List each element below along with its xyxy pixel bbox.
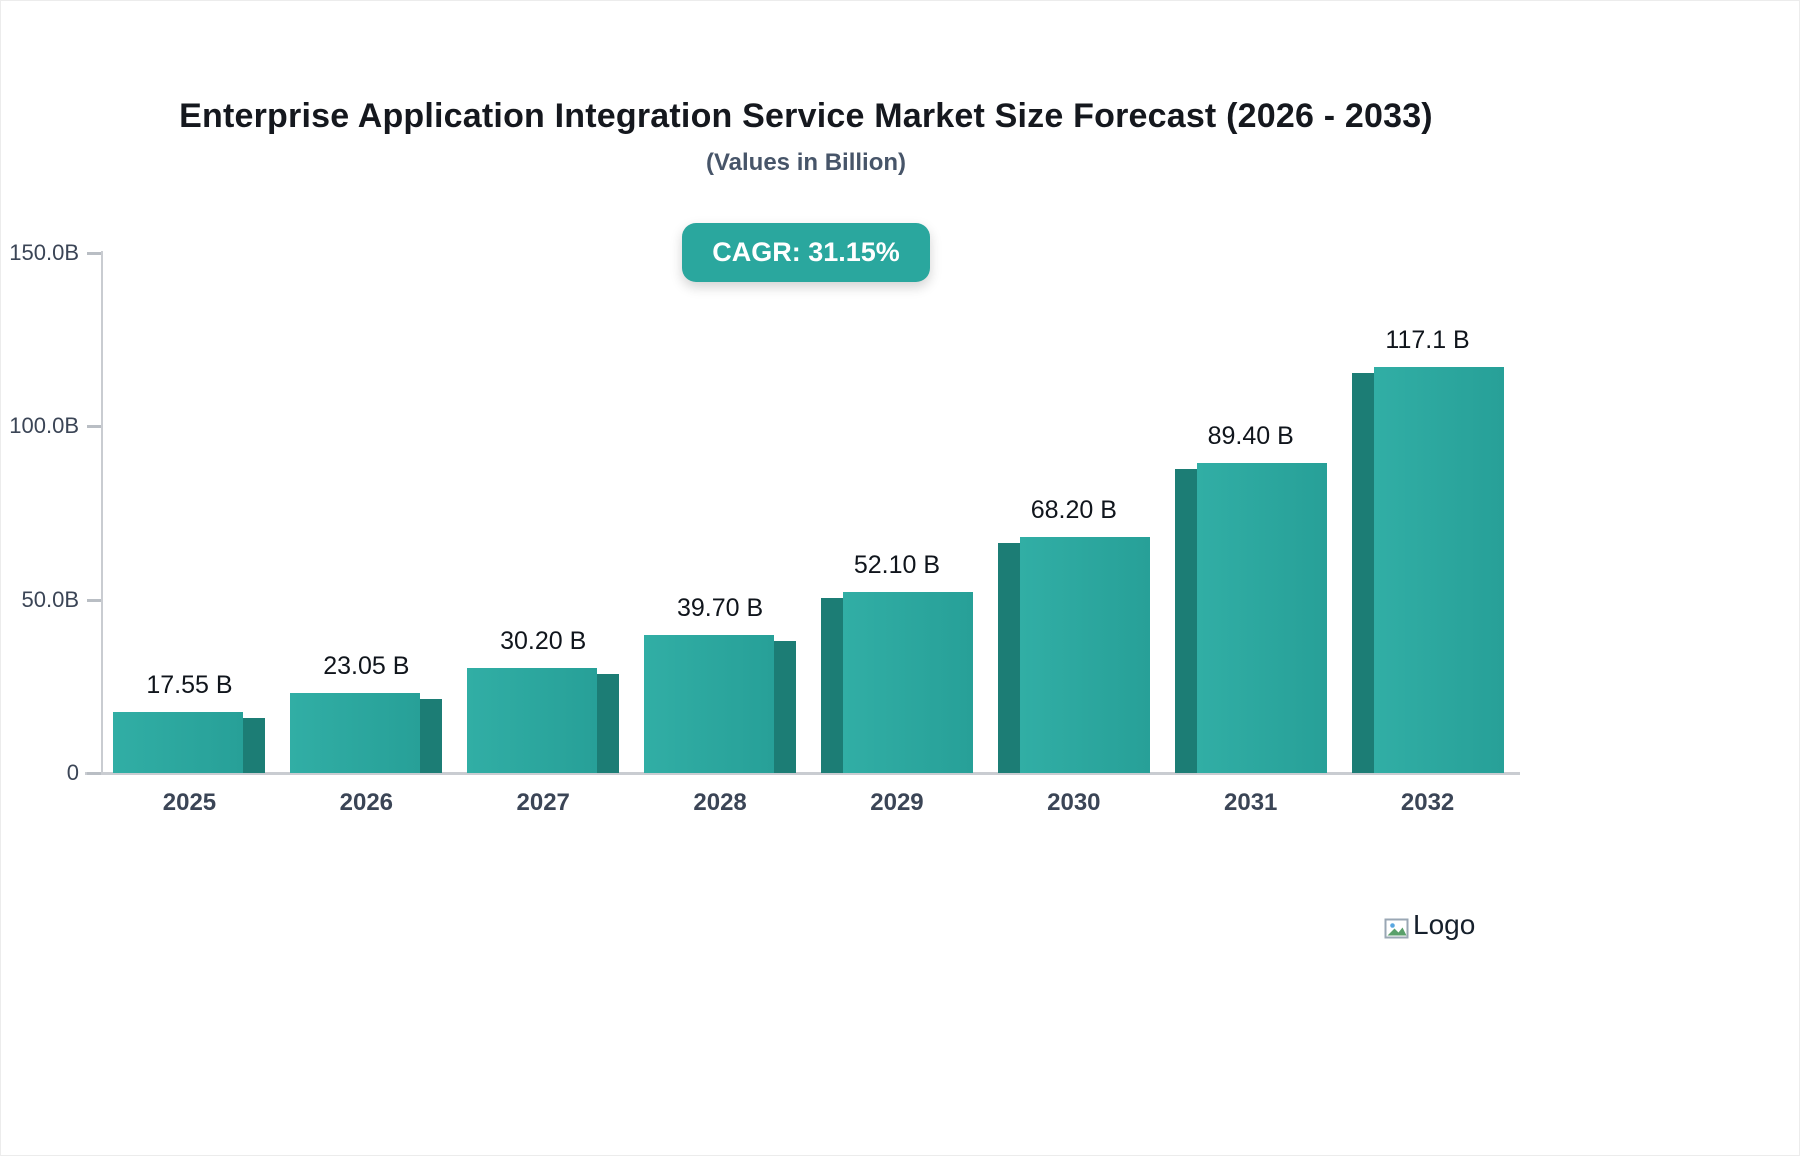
bar[interactable] bbox=[820, 592, 973, 773]
bar-group: 68.20 B 2030 bbox=[985, 253, 1162, 816]
bar-group: 30.20 B 2027 bbox=[455, 253, 632, 816]
bar-value-label: 117.1 B bbox=[1385, 326, 1470, 354]
y-tick-label: 0 bbox=[66, 760, 79, 785]
bar-value-label: 17.55 B bbox=[146, 671, 233, 699]
bar[interactable] bbox=[290, 693, 443, 773]
bar-side-shade bbox=[1174, 469, 1197, 773]
y-tick-label: 50.0B bbox=[21, 586, 80, 612]
bar[interactable] bbox=[1174, 463, 1327, 773]
bar[interactable] bbox=[997, 537, 1150, 773]
x-axis-label: 2030 bbox=[1047, 789, 1101, 816]
bar-value-label: 52.10 B bbox=[853, 551, 941, 579]
x-axis-label: 2027 bbox=[516, 789, 570, 816]
logo: Logo bbox=[1384, 909, 1475, 941]
y-tick-mark bbox=[87, 425, 101, 429]
chart-title: Enterprise Application Integration Servi… bbox=[179, 97, 1433, 135]
bar[interactable] bbox=[467, 668, 620, 773]
bar[interactable] bbox=[644, 635, 797, 773]
bar-side-shade bbox=[820, 598, 843, 773]
x-axis-label: 2031 bbox=[1223, 789, 1278, 816]
x-axis-label: 2025 bbox=[162, 789, 217, 816]
bar-side-shade bbox=[774, 641, 797, 773]
bar-group: 17.55 B 2025 bbox=[101, 253, 278, 816]
bar-face[interactable] bbox=[1019, 537, 1150, 773]
bar[interactable] bbox=[113, 712, 266, 773]
chart-subtitle: (Values in Billion) bbox=[705, 149, 907, 176]
bar[interactable] bbox=[1351, 367, 1504, 773]
bar-value-label: 39.70 B bbox=[676, 594, 764, 622]
bar-face[interactable] bbox=[644, 635, 775, 773]
bar-side-shade bbox=[243, 718, 266, 773]
logo-text: Logo bbox=[1413, 909, 1476, 940]
bar-side-shade bbox=[597, 674, 620, 773]
bar-face[interactable] bbox=[1373, 367, 1504, 773]
x-axis-line bbox=[85, 772, 1520, 775]
x-axis-label: 2026 bbox=[339, 789, 394, 816]
bar-value-label: 23.05 B bbox=[323, 652, 410, 680]
bar-value-label: 89.40 B bbox=[1207, 422, 1294, 450]
bar-face[interactable] bbox=[113, 712, 244, 773]
bar-value-label: 68.20 B bbox=[1030, 496, 1117, 524]
y-axis-line bbox=[101, 251, 103, 773]
cagr-badge: CAGR: 31.15% bbox=[682, 223, 930, 282]
bar-side-shade bbox=[997, 543, 1020, 773]
bar-face[interactable] bbox=[290, 693, 421, 773]
bar-face[interactable] bbox=[467, 668, 598, 773]
y-tick-mark bbox=[87, 598, 101, 602]
y-tick-label: 150.0B bbox=[9, 240, 79, 265]
y-tick-label: 100.0B bbox=[9, 413, 79, 439]
bar-chart: 0 50.0B 100.0B 150.0B 17.55 B 2025 23.05 B 202… bbox=[9, 240, 1520, 816]
bar-group: 39.70 B 2028 bbox=[632, 253, 809, 816]
bar-group: 23.05 B 2026 bbox=[278, 253, 455, 816]
bar-side-shade bbox=[1351, 373, 1374, 773]
broken-image-icon bbox=[1384, 918, 1409, 938]
y-tick-mark bbox=[87, 772, 101, 775]
bar-group: 117.1 B 2032 bbox=[1339, 253, 1516, 816]
bar-face[interactable] bbox=[842, 592, 973, 773]
bar-face[interactable] bbox=[1196, 463, 1327, 773]
x-axis-label: 2029 bbox=[870, 789, 924, 816]
x-axis-label: 2028 bbox=[693, 789, 747, 816]
bar-side-shade bbox=[420, 699, 443, 773]
bar-group: 52.10 B 2029 bbox=[809, 253, 986, 816]
bar-group: 89.40 B 2031 bbox=[1162, 253, 1339, 816]
y-tick-mark bbox=[87, 252, 101, 255]
bar-value-label: 30.20 B bbox=[500, 627, 587, 655]
x-axis-label: 2032 bbox=[1400, 789, 1455, 816]
cagr-badge-wrap: CAGR: 31.15% bbox=[1, 223, 1611, 282]
